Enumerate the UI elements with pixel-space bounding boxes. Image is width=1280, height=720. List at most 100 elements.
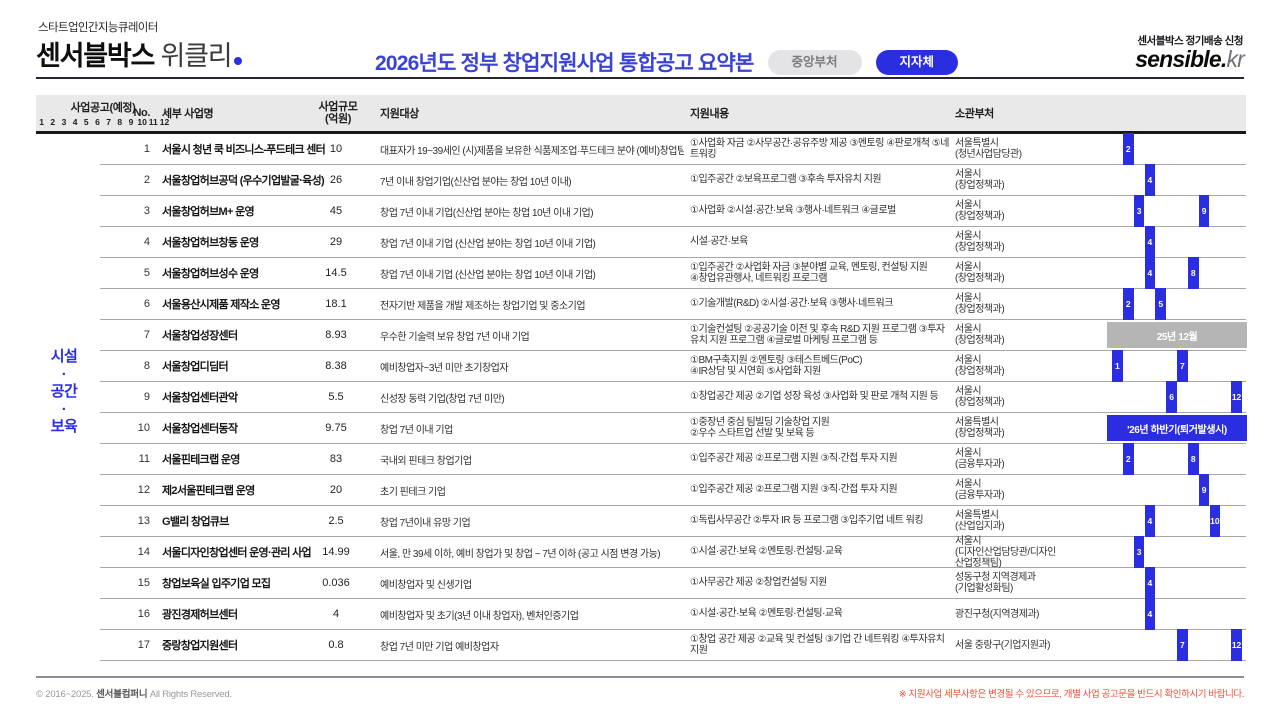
schedule-cell: 4 10: [1112, 505, 1242, 537]
row-number: 2: [143, 174, 150, 186]
agency: 서울시 (금융투자과): [955, 448, 1005, 470]
program-name: 서울디자인창업센터 운영·관리 사업: [162, 547, 312, 559]
page-title-text: 2026년도 정부 창업지원사업 통합공고: [375, 52, 698, 75]
agency: 서울시 (창업정책과): [955, 231, 1005, 253]
row-number: 8: [143, 360, 150, 372]
table-row: 13 G밸리 창업큐브 2.5 창업 7년이내 유망 기업 ①독립사무공간 ②투자 IR…: [100, 505, 1246, 537]
schedule-month-bar: 8: [1187, 257, 1199, 289]
agency: 서울 중랑구(기업지원과): [955, 639, 1050, 651]
program-name: 광진경제허브센터: [162, 609, 238, 621]
agency: 광진구청(지역경제과): [955, 608, 1039, 620]
program-name: 서울시 청년 쿡 비즈니스-푸드테크 센터: [162, 144, 326, 156]
program-scale: 83: [329, 453, 343, 465]
brand-dot-icon: [234, 57, 243, 65]
schedule-month-bar: 4: [1144, 567, 1156, 599]
row-number: 10: [137, 422, 150, 434]
table-row: 12 제2서울핀테크랩 운영 20 초기 핀테크 기업 ①입주공간 제공 ②프로그램 지…: [100, 474, 1246, 506]
table-row: 2 서울창업허브공덕 (우수기업발굴·육성) 26 7년 이내 창업기업(신산업 분야…: [100, 164, 1246, 196]
col-header-schedule: 사업공고(예정) 1 2 3 4 5 6 7 8 9 10 11 12: [36, 95, 170, 131]
support-content: ①입주공간 제공 ②프로그램 지원 ③직·간접 투자 지원: [690, 453, 898, 465]
table-row: 6 서울용산시제품 제작소 운영 18.1 전자기반 제품을 개발 제조하는 창업기업…: [100, 288, 1246, 320]
support-target: 대표자가 19~39세인 (시)제품을 보유한 식품제조업·푸드테크 분야 (예…: [380, 145, 684, 157]
support-content: ①독립사무공간 ②투자 IR 등 프로그램 ③입주기업 네트 워킹: [690, 515, 924, 527]
row-number: 4: [143, 236, 150, 248]
support-target: 전자기반 제품을 개발 제조하는 창업기업 및 중소기업: [380, 300, 586, 312]
row-number: 15: [137, 577, 150, 589]
table-row: 14 서울디자인창업센터 운영·관리 사업 14.99 서울, 만 39세 이하, 예…: [100, 536, 1246, 569]
support-content: ①입주공간 제공 ②프로그램 지원 ③직·간접 투자 지원: [690, 484, 898, 496]
table-row: 15 창업보육실 입주기업 모집 0.036 예비창업자 및 신생기업 ①사무공간 제공…: [100, 567, 1246, 599]
program-scale: 29: [329, 236, 343, 248]
table-row: 11 서울핀테크랩 운영 83 국내외 핀테크 창업기업 ①입주공간 제공 ②프로그램 …: [100, 443, 1246, 475]
support-target: 창업 7년 이내 기업: [380, 424, 453, 436]
month-tick: 9: [128, 117, 134, 127]
program-scale: 0.036: [322, 577, 350, 589]
schedule-month-bar: 9: [1198, 474, 1210, 506]
row-number: 5: [143, 267, 150, 279]
schedule-banner: 25년 12월: [1107, 322, 1247, 348]
filter-local-button[interactable]: 지자체: [875, 49, 959, 75]
col-header-agency: 소관부처: [955, 108, 994, 120]
filter-central-button[interactable]: 중앙부처: [767, 49, 862, 75]
col-header-no: No.: [133, 107, 150, 119]
support-content: ①사무공간 제공 ②창업컨설팅 지원: [690, 577, 827, 589]
sensible-logo-main: sensible.: [1135, 46, 1227, 72]
table-header: No. 세부 사업명 사업규모 (억원) 지원대상 지원내용 소관부처 사업공고…: [36, 95, 1246, 134]
subscribe-link[interactable]: 센서블박스 정기배송 신청: [1137, 35, 1243, 47]
table-row: 9 서울창업센터관악 5.5 신성장 동력 기업(창업 7년 미만) ①창업공간 제공 …: [100, 381, 1246, 413]
row-number: 12: [137, 484, 150, 496]
program-scale: 18.1: [325, 298, 347, 310]
category-label-facility-space-incubation: 시설 · 공간 · 보육: [50, 348, 78, 435]
support-content: ①중장년 중심 팀빌딩 기술창업 지원 ②우수 스타트업 선발 및 보육 등: [690, 416, 830, 440]
program-name: 서울창업디딤터: [162, 361, 229, 373]
schedule-month-bar: 5: [1155, 288, 1167, 320]
row-number: 9: [143, 391, 150, 403]
brand-name: 센서블박스: [36, 41, 155, 71]
footer-divider: [36, 676, 1244, 678]
program-name: 서울창업성장센터: [162, 330, 238, 342]
schedule-cell: 9: [1112, 474, 1242, 506]
support-target: 서울, 만 39세 이하, 예비 창업가 및 창업 ~ 7년 이하 (공고 시점…: [380, 548, 661, 560]
agency: 서울시 (창업정책과): [955, 262, 1005, 284]
month-tick: 3: [61, 117, 67, 127]
program-scale: 2.5: [328, 515, 344, 527]
support-target: 창업 7년이내 유망 기업: [380, 517, 471, 529]
month-tick: 4: [72, 117, 78, 127]
row-number: 11: [138, 453, 150, 465]
program-name: G밸리 창업큐브: [162, 516, 229, 528]
table-row: 16 광진경제허브센터 4 예비창업자 및 초기(3년 이내 창업자), 벤처인증기업…: [100, 598, 1246, 630]
brand-tagline: 스타트업인간지능큐레이터: [38, 22, 158, 34]
agency: 서울시 (금융투자과): [955, 479, 1005, 501]
support-content: ①BM구축지원 ②멘토링 ③테스트베드(PoC) ④IR상담 및 시연회 ⑤사업…: [690, 354, 862, 378]
support-content: ①기술컨설팅 ②공공기술 이전 및 후속 R&D 지원 프로그램 ③투자유치 지…: [690, 323, 945, 347]
program-scale: 9.75: [325, 422, 347, 434]
sensible-logo: sensible.kr: [1135, 46, 1245, 73]
table-row: 5 서울창업허브성수 운영 14.5 창업 7년 이내 기업 (신산업 분야는 창업 …: [100, 257, 1246, 289]
col-header-target: 지원대상: [380, 108, 419, 120]
brand-logo: 센서블박스 위클리: [36, 34, 243, 73]
schedule-month-bar: 4: [1144, 505, 1156, 537]
brand-suffix: 위클리: [154, 41, 233, 71]
schedule-month-bar: 3: [1133, 195, 1145, 227]
support-content: ①입주공간 ②사업화 자금 ③분야별 교육, 멘토링, 컨설팅 지원 ④창업유관…: [690, 261, 928, 285]
schedule-month-bar: 6: [1166, 381, 1177, 413]
schedule-cell: 4: [1112, 226, 1242, 258]
schedule-cell: 25년 12월: [1107, 320, 1247, 350]
schedule-banner: '26년 하반기(퇴거발생시): [1107, 415, 1247, 441]
row-number: 3: [143, 205, 150, 217]
copyright-prefix: © 2016~2025.: [36, 689, 97, 700]
program-scale: 45: [329, 205, 343, 217]
agency: 서울시 (창업정책과): [955, 386, 1005, 408]
agency: 서울시 (창업정책과): [955, 324, 1005, 346]
schedule-cell: 6 12: [1112, 381, 1242, 413]
month-tick: 12: [159, 117, 170, 127]
page-title-group: 2026년도 정부 창업지원사업 통합공고 요약본 중앙부처 지자체: [375, 48, 959, 76]
program-scale: 20: [329, 484, 343, 496]
program-name: 서울창업허브성수 운영: [162, 268, 259, 280]
disclaimer-notice: ※ 지원사업 세부사항은 변경될 수 있으므로, 개별 사업 공고문을 반드시 …: [898, 689, 1245, 700]
support-content: ①시설·공간·보육 ②멘토링·컨설팅·교육: [690, 608, 843, 620]
support-target: 예비창업자 및 신생기업: [380, 579, 472, 591]
agency: 서울특별시 (산업입지과): [955, 510, 1005, 532]
page-title-emphasis: 요약본: [697, 52, 754, 75]
col-header-scale: 사업규모 (억원): [318, 101, 358, 125]
